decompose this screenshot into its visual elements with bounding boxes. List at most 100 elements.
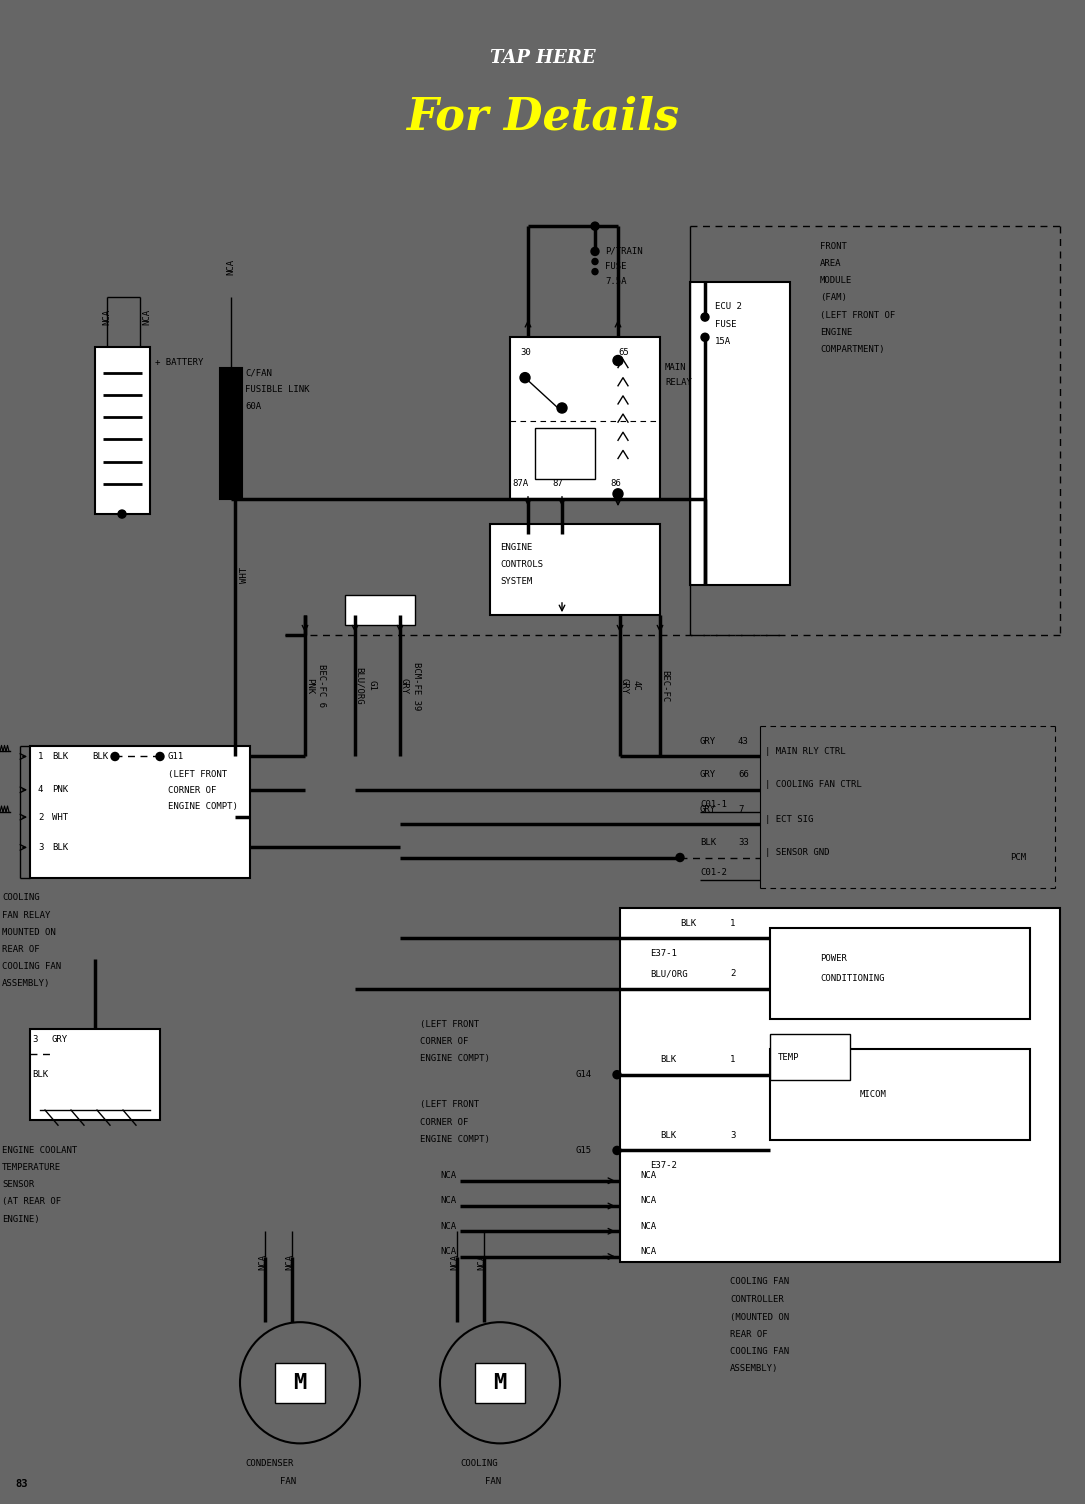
Text: WHT: WHT bbox=[240, 567, 248, 582]
Bar bbox=[30, 746, 250, 878]
Circle shape bbox=[591, 247, 599, 256]
Text: C/FAN: C/FAN bbox=[245, 368, 272, 378]
Bar bbox=[490, 525, 660, 615]
Circle shape bbox=[613, 1071, 621, 1078]
Text: 7: 7 bbox=[738, 805, 743, 814]
Text: 65: 65 bbox=[618, 347, 628, 356]
Text: FUSE: FUSE bbox=[715, 320, 737, 329]
Text: POWER: POWER bbox=[820, 954, 847, 963]
Text: COOLING FAN: COOLING FAN bbox=[730, 1348, 789, 1357]
Bar bbox=[535, 429, 595, 478]
Circle shape bbox=[111, 752, 119, 761]
Text: (LEFT FRONT: (LEFT FRONT bbox=[168, 770, 227, 779]
Text: NCA: NCA bbox=[441, 1172, 456, 1181]
Text: FAN: FAN bbox=[485, 1477, 501, 1486]
Text: (MOUNTED ON: (MOUNTED ON bbox=[730, 1313, 789, 1322]
Text: FAN RELAY: FAN RELAY bbox=[2, 910, 50, 919]
Text: 7.5A: 7.5A bbox=[605, 277, 626, 286]
Text: BLK: BLK bbox=[52, 842, 68, 851]
Text: ENGINE: ENGINE bbox=[500, 543, 533, 552]
Circle shape bbox=[701, 313, 709, 322]
Text: M: M bbox=[494, 1373, 507, 1393]
Circle shape bbox=[118, 510, 126, 517]
Bar bbox=[275, 1363, 326, 1403]
Text: BLK: BLK bbox=[52, 752, 68, 761]
Text: NCA: NCA bbox=[450, 1253, 459, 1269]
Text: 1: 1 bbox=[730, 919, 736, 928]
Text: 86: 86 bbox=[610, 480, 621, 489]
Text: NCA: NCA bbox=[226, 259, 235, 275]
Bar bbox=[475, 1363, 525, 1403]
Text: NCA: NCA bbox=[285, 1253, 294, 1269]
Circle shape bbox=[592, 269, 598, 275]
Text: BEC-FC 6: BEC-FC 6 bbox=[317, 665, 326, 707]
Text: (LEFT FRONT: (LEFT FRONT bbox=[420, 1101, 480, 1110]
Text: 2: 2 bbox=[38, 812, 43, 821]
Text: 1: 1 bbox=[38, 752, 43, 761]
Text: RELAY: RELAY bbox=[665, 378, 692, 387]
Text: 1: 1 bbox=[730, 1054, 736, 1063]
Text: BLK: BLK bbox=[700, 838, 716, 847]
Text: NCA: NCA bbox=[102, 308, 111, 325]
Bar bbox=[95, 347, 150, 514]
Text: 60A: 60A bbox=[245, 403, 261, 412]
Circle shape bbox=[156, 752, 164, 761]
Text: REAR OF: REAR OF bbox=[730, 1330, 767, 1339]
Text: (AT REAR OF: (AT REAR OF bbox=[2, 1197, 61, 1206]
Text: GRY: GRY bbox=[700, 770, 716, 779]
Circle shape bbox=[557, 403, 567, 414]
Text: | COOLING FAN CTRL: | COOLING FAN CTRL bbox=[765, 781, 861, 790]
Text: CONDITIONING: CONDITIONING bbox=[820, 975, 884, 984]
Text: | MAIN RLY CTRL: | MAIN RLY CTRL bbox=[765, 747, 845, 757]
Text: ENGINE): ENGINE) bbox=[2, 1215, 40, 1224]
Text: FRONT: FRONT bbox=[820, 242, 847, 251]
Text: 33: 33 bbox=[738, 838, 749, 847]
Text: CONTROLLER: CONTROLLER bbox=[730, 1295, 783, 1304]
Text: G11: G11 bbox=[168, 752, 184, 761]
Text: BLU/ORG: BLU/ORG bbox=[355, 666, 363, 704]
Bar bbox=[770, 1050, 1030, 1140]
Circle shape bbox=[520, 373, 529, 382]
Text: NCA: NCA bbox=[640, 1247, 656, 1256]
Circle shape bbox=[676, 853, 684, 862]
Text: E37-2: E37-2 bbox=[650, 1161, 677, 1170]
Text: BCM-FE 39: BCM-FE 39 bbox=[412, 662, 421, 710]
Text: + BATTERY: + BATTERY bbox=[155, 358, 203, 367]
Text: 15A: 15A bbox=[715, 337, 731, 346]
Text: GRY: GRY bbox=[52, 1035, 68, 1044]
Text: FUSIBLE LINK: FUSIBLE LINK bbox=[245, 385, 309, 394]
Text: 30: 30 bbox=[520, 347, 531, 356]
Text: CORNER OF: CORNER OF bbox=[420, 1117, 469, 1126]
Text: 3: 3 bbox=[38, 842, 43, 851]
Text: FAN: FAN bbox=[280, 1477, 296, 1486]
Text: ENGINE: ENGINE bbox=[820, 328, 852, 337]
Bar bbox=[510, 337, 660, 499]
Text: 2: 2 bbox=[730, 969, 736, 978]
Text: BLK: BLK bbox=[680, 919, 697, 928]
Text: TEMPERATURE: TEMPERATURE bbox=[2, 1163, 61, 1172]
Text: AREA: AREA bbox=[820, 259, 842, 268]
Text: GRY: GRY bbox=[700, 737, 716, 746]
Text: MAIN: MAIN bbox=[665, 362, 687, 371]
Text: FUSE: FUSE bbox=[605, 262, 626, 271]
Text: MOUNTED ON: MOUNTED ON bbox=[2, 928, 55, 937]
Text: ENGINE COMPT): ENGINE COMPT) bbox=[420, 1136, 489, 1145]
Text: ASSEMBLY): ASSEMBLY) bbox=[2, 979, 50, 988]
Text: CONDENSER: CONDENSER bbox=[245, 1459, 293, 1468]
Text: 3: 3 bbox=[31, 1035, 37, 1044]
Text: C01-1: C01-1 bbox=[700, 800, 727, 809]
Text: (LEFT FRONT: (LEFT FRONT bbox=[420, 1020, 480, 1029]
Text: NCA: NCA bbox=[258, 1253, 267, 1269]
Bar bbox=[345, 596, 414, 626]
Text: (LEFT FRONT OF: (LEFT FRONT OF bbox=[820, 310, 895, 319]
Text: BEC-FC: BEC-FC bbox=[660, 669, 669, 702]
Bar bbox=[770, 1035, 850, 1080]
Text: GRY: GRY bbox=[400, 678, 409, 693]
Text: M: M bbox=[293, 1373, 307, 1393]
Text: 83: 83 bbox=[15, 1478, 27, 1489]
Text: GRY: GRY bbox=[700, 805, 716, 814]
Bar bbox=[690, 281, 790, 585]
Text: 4: 4 bbox=[38, 785, 43, 794]
Text: COOLING: COOLING bbox=[2, 893, 40, 902]
Text: 43: 43 bbox=[738, 737, 749, 746]
